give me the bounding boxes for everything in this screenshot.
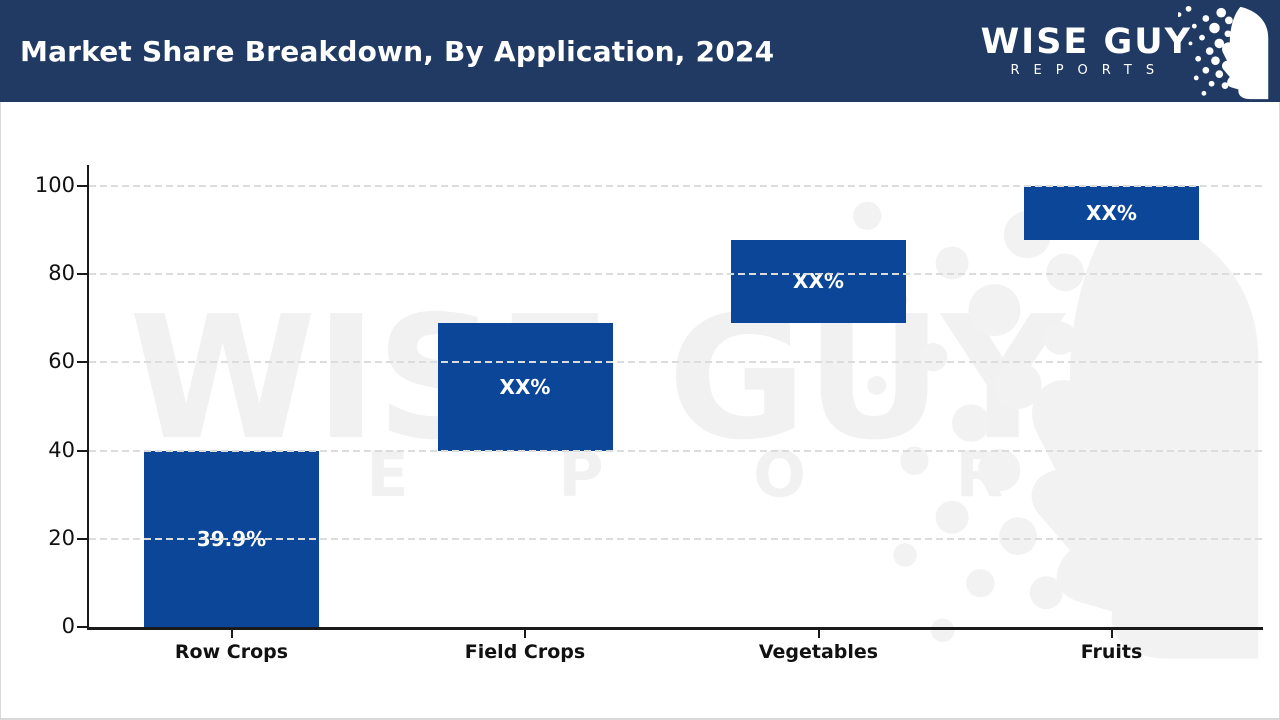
- x-tick-mark: [1110, 630, 1113, 638]
- x-tick-mark: [230, 630, 233, 638]
- y-tick-label: 40: [48, 437, 75, 462]
- bar-value-label: XX%: [499, 374, 551, 399]
- y-tick-mark: [77, 626, 87, 628]
- logo-head-icon: [1178, 5, 1269, 100]
- x-tick-mark: [817, 630, 820, 638]
- chart-title: Market Share Breakdown, By Application, …: [20, 34, 775, 68]
- y-tick-label: 80: [48, 261, 75, 286]
- x-category-label: Row Crops: [174, 641, 289, 663]
- bar-field-crops: XX%: [437, 323, 613, 451]
- gridline-100: [89, 184, 1263, 187]
- logo-text: WISE GUY REPORTS: [981, 24, 1192, 78]
- y-tick-label: 0: [61, 614, 75, 638]
- y-tick-mark: [77, 361, 87, 364]
- x-category-label: Vegetables: [758, 641, 879, 663]
- x-category-label: Field Crops: [464, 641, 586, 663]
- x-tick-mark: [524, 630, 526, 638]
- header-bar: Market Share Breakdown, By Application, …: [0, 0, 1280, 102]
- x-axis-spine: [87, 627, 1263, 630]
- wise-guy-logo: WISE GUY REPORTS: [981, 0, 1274, 102]
- y-axis-spine: [87, 165, 89, 630]
- bar-fruits: XX%: [1024, 185, 1199, 240]
- x-category-label: Fruits: [1080, 641, 1143, 663]
- y-tick-label: 20: [48, 525, 75, 550]
- gridline-60: [89, 361, 1263, 364]
- gridline-80: [89, 273, 1263, 276]
- logo-brand-name: WISE GUY: [980, 22, 1192, 63]
- y-tick-mark: [77, 184, 87, 187]
- chart-canvas: WISE GUY R E P O R T S 02040608010039.9%…: [0, 102, 1280, 720]
- bar-value-label: XX%: [1086, 200, 1137, 225]
- y-tick-mark: [77, 273, 87, 276]
- y-tick-mark: [77, 449, 87, 452]
- gridline-40: [89, 449, 1263, 452]
- gridline-20: [89, 537, 1263, 540]
- y-tick-mark: [77, 537, 87, 540]
- logo-brand-subtitle: REPORTS: [1010, 62, 1169, 78]
- bar-vegetables: XX%: [731, 239, 906, 323]
- plot-area: 0 20 40 60 80 100 39.9% Row Crops XX% Field Crops…: [1, 102, 1279, 718]
- y-tick-label: 100: [34, 172, 75, 197]
- y-tick-label: 60: [48, 349, 75, 374]
